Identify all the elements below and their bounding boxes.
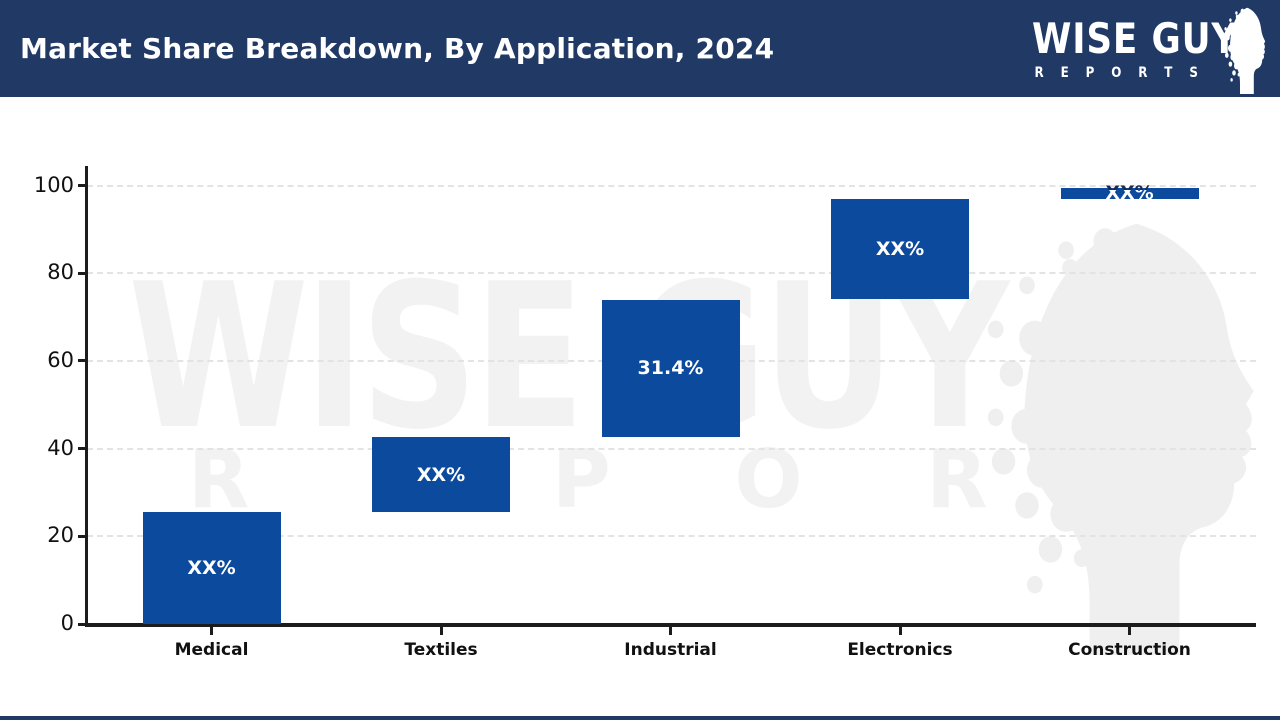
x-tick-label: Textiles: [404, 640, 478, 660]
x-tick-label: Industrial: [624, 640, 717, 660]
x-tick-label: Medical: [174, 640, 249, 660]
x-tick-label: Electronics: [847, 640, 953, 660]
bar-label: XX%: [416, 463, 466, 486]
x-axis-tick: [1128, 626, 1131, 635]
footer-bar: [0, 716, 1280, 720]
y-axis-line: [85, 166, 88, 626]
x-tick-label: Construction: [1068, 640, 1191, 660]
x-axis-line: [85, 623, 1256, 627]
bar: [831, 199, 969, 300]
gridline: [87, 535, 1256, 538]
y-axis-tick: [78, 184, 86, 187]
logo-dotted-face-icon: [1224, 7, 1266, 94]
bar-label: XX%: [1061, 181, 1199, 205]
logo-wiseguy-text: WISE GUY: [1032, 14, 1239, 63]
chart-title: Market Share Breakdown, By Application, …: [20, 32, 775, 65]
x-axis-tick: [669, 626, 672, 635]
y-tick-label: 40: [47, 435, 74, 460]
y-axis-tick: [78, 271, 86, 275]
y-tick-label: 20: [47, 523, 74, 548]
x-axis-tick: [210, 626, 213, 635]
y-axis-tick: [78, 359, 86, 363]
bar: [142, 512, 281, 624]
logo-reports-text: R E P O R T S: [1034, 65, 1205, 81]
bar-label: 31.4%: [637, 357, 704, 380]
gridline: [87, 447, 1256, 450]
wise-guy-logo: WISE GUY R E P O R T S: [1032, 4, 1272, 94]
y-tick-label: 100: [33, 172, 74, 197]
x-axis-tick: [898, 626, 902, 635]
y-tick-label: 80: [47, 260, 74, 285]
y-axis-tick: [78, 622, 86, 626]
y-tick-label: 60: [47, 347, 74, 372]
bar-label: XX%: [875, 238, 925, 261]
y-axis-tick: [78, 534, 86, 538]
x-axis-tick: [439, 626, 443, 635]
gridline: [87, 184, 1256, 187]
gridline: [87, 272, 1256, 275]
y-axis-tick: [78, 447, 86, 451]
bar: [372, 437, 510, 513]
bar: [601, 299, 740, 438]
bar: [1060, 187, 1199, 200]
bar-label: XX%: [187, 557, 236, 580]
header-bar: Market Share Breakdown, By Application, …: [0, 0, 1280, 97]
y-tick-label: 0: [60, 611, 74, 635]
